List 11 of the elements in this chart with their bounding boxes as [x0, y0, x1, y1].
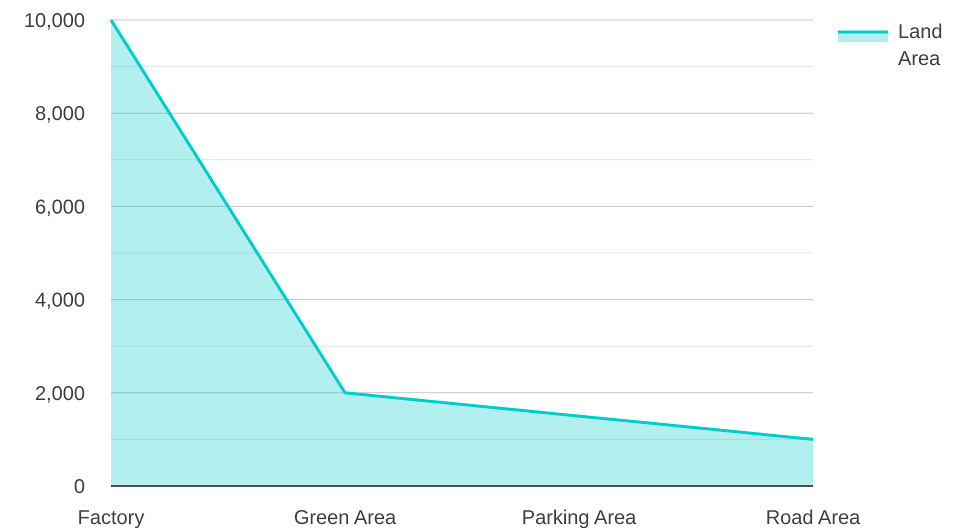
x-tick-label: Road Area [766, 507, 862, 528]
y-tick-label: 6,000 [34, 196, 85, 218]
x-tick-label: Green Area [294, 507, 398, 528]
y-tick-label: 0 [74, 476, 85, 498]
y-tick-label: 8,000 [34, 103, 85, 126]
y-tick-label: 2,000 [34, 382, 85, 405]
x-tick-label: Factory [78, 507, 144, 528]
x-tick-label: Parking Area [522, 507, 638, 528]
y-tick-label: 10,000 [24, 10, 85, 32]
y-tick-label: 4,000 [34, 290, 85, 312]
legend-label: Land Area [898, 21, 942, 70]
